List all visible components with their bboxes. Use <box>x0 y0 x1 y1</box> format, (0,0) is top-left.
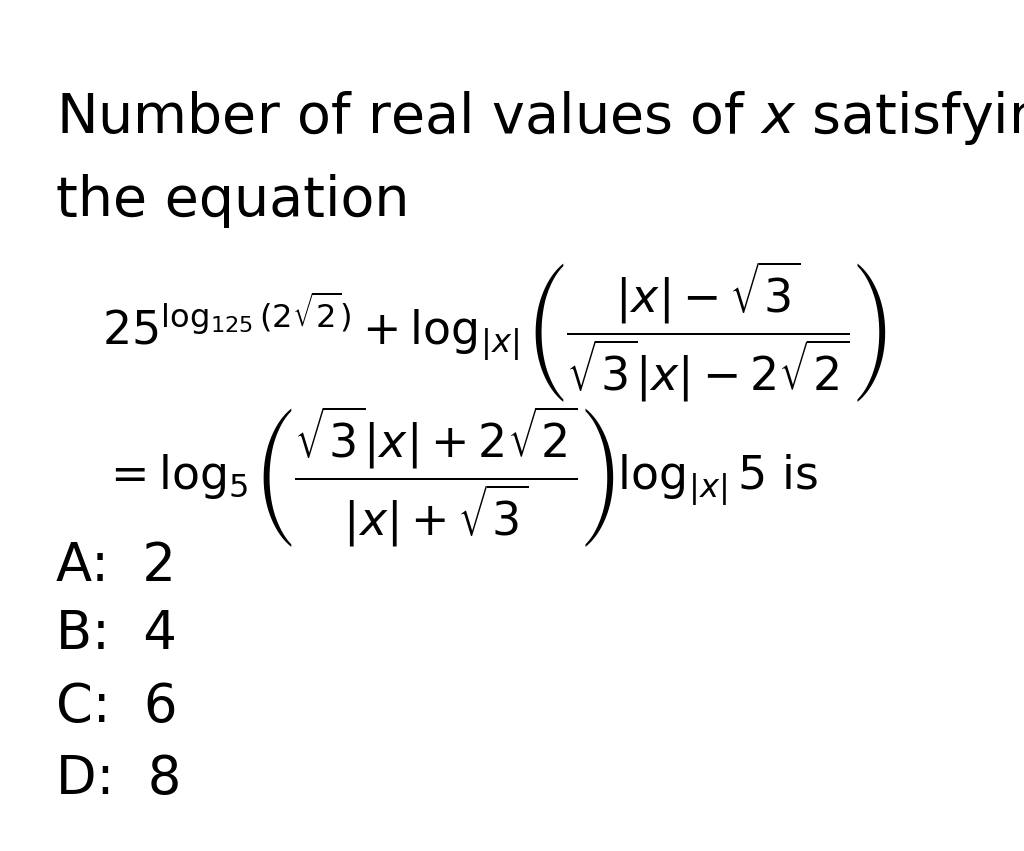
Text: $25^{\log_{125}(2\sqrt{2})} + \log_{|x|} \left( \dfrac{|x|-\sqrt{3}}{\sqrt{3}|x|: $25^{\log_{125}(2\sqrt{2})} + \log_{|x|}… <box>102 260 887 405</box>
Text: D:  8: D: 8 <box>56 753 181 805</box>
Text: $= \log_5 \left( \dfrac{\sqrt{3}|x|+2\sqrt{2}}{|x|+\sqrt{3}} \right) \log_{|x|} : $= \log_5 \left( \dfrac{\sqrt{3}|x|+2\sq… <box>102 404 818 550</box>
Text: the equation: the equation <box>56 174 410 228</box>
Text: Number of real values of $x$ satisfying: Number of real values of $x$ satisfying <box>56 89 1024 147</box>
Text: A:  2: A: 2 <box>56 540 176 592</box>
Text: C:  6: C: 6 <box>56 681 178 733</box>
Text: B:  4: B: 4 <box>56 608 177 660</box>
